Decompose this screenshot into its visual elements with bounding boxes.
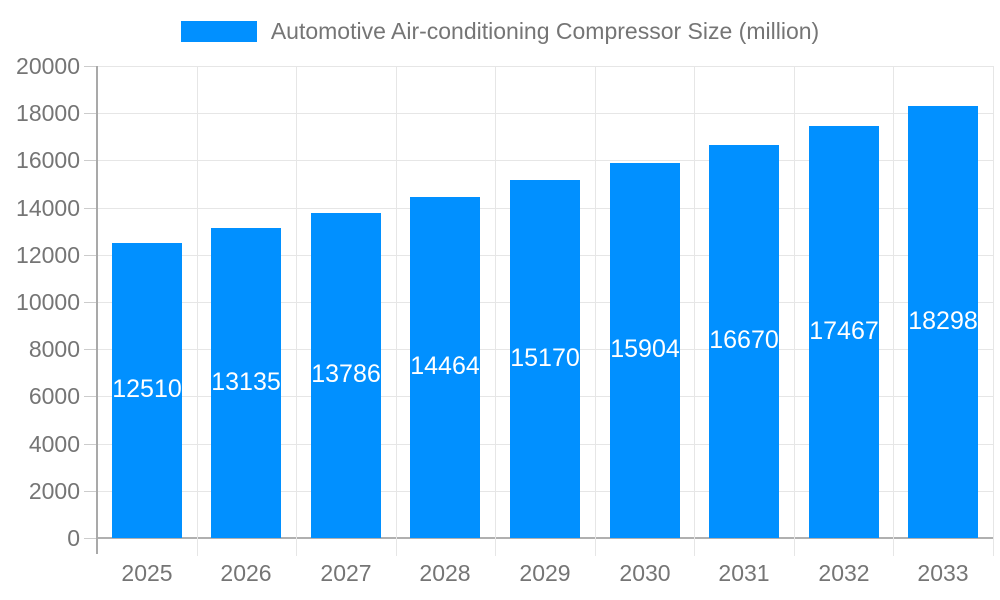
bar-value-label: 18298 [908,307,978,335]
legend-swatch [180,21,257,42]
bar[interactable] [211,228,281,538]
y-tick-label: 10000 [16,289,80,315]
x-tick-label: 2026 [220,560,272,586]
y-axis-tick [84,491,97,492]
y-axis-tick [84,302,97,303]
gridline-vertical [993,66,994,556]
bar[interactable] [510,180,580,538]
gridline-vertical [794,66,795,556]
y-tick-label: 6000 [28,383,80,409]
gridline-horizontal [97,66,993,67]
gridline-horizontal [97,113,993,114]
y-axis-tick [84,538,97,539]
y-tick-label: 16000 [16,147,80,173]
bar-value-label: 16670 [709,326,779,354]
y-axis-tick [84,396,97,397]
gridline-vertical [296,66,297,556]
y-axis-tick [84,444,97,445]
x-tick-label: 2032 [818,560,870,586]
y-tick-label: 0 [67,525,80,551]
y-axis-tick [84,66,97,67]
bar[interactable] [610,163,680,538]
bar-value-label: 15904 [610,335,680,363]
y-tick-label: 4000 [28,431,80,457]
gridline-vertical [694,66,695,556]
x-tick-label: 2025 [121,560,173,586]
gridline-vertical [495,66,496,556]
bar-value-label: 17467 [809,317,879,345]
gridline-vertical [595,66,596,556]
bar[interactable] [809,126,879,538]
legend-title: Automotive Air-conditioning Compressor S… [270,18,820,44]
y-tick-label: 20000 [16,53,80,79]
y-axis-tick [84,208,97,209]
gridline-vertical [396,66,397,556]
x-tick-label: 2029 [519,560,571,586]
bar[interactable] [908,106,978,538]
bar[interactable] [709,145,779,538]
bar-value-label: 15170 [510,344,580,372]
y-axis-tick [84,255,97,256]
gridline-vertical [893,66,894,556]
gridline-vertical [197,66,198,556]
bar-value-label: 13135 [211,368,281,396]
gridline-horizontal [97,160,993,161]
bar[interactable] [311,213,381,538]
y-axis-tick [84,349,97,350]
gridline-horizontal [97,537,993,539]
x-tick-label: 2033 [917,560,969,586]
bar-value-label: 12510 [112,375,182,403]
y-tick-label: 8000 [28,336,80,362]
bar-value-label: 14464 [410,352,480,380]
bar-value-label: 13786 [311,360,381,388]
y-tick-label: 12000 [16,242,80,268]
y-tick-label: 2000 [28,478,80,504]
y-axis-line [96,66,98,554]
x-tick-label: 2027 [320,560,372,586]
y-axis-tick [84,160,97,161]
y-tick-label: 18000 [16,100,80,126]
x-tick-label: 2028 [419,560,471,586]
x-tick-label: 2031 [718,560,770,586]
chart-legend[interactable]: Automotive Air-conditioning Compressor S… [0,18,1000,45]
bar[interactable] [410,197,480,538]
x-tick-label: 2030 [619,560,671,586]
bar[interactable] [112,243,182,538]
y-axis-tick [84,113,97,114]
y-tick-label: 14000 [16,195,80,221]
